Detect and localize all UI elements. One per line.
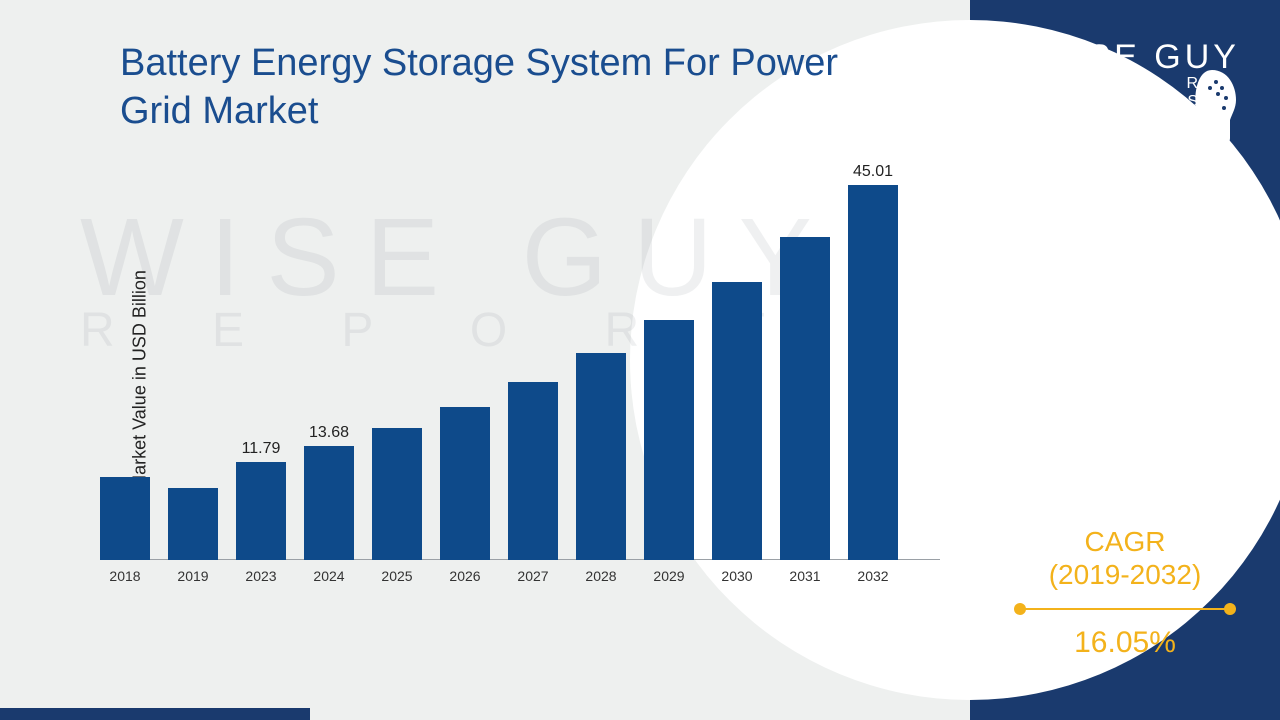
bar-wrap: 13.682024 <box>304 446 354 560</box>
chart-title: Battery Energy Storage System For Power … <box>120 40 840 135</box>
bar-wrap: 2026 <box>440 407 490 561</box>
x-tick-label: 2025 <box>381 568 412 584</box>
cagr-label-text: CAGR <box>1085 526 1166 557</box>
bar <box>440 407 490 561</box>
x-tick-label: 2026 <box>449 568 480 584</box>
bar <box>236 462 286 560</box>
bar-wrap: 2018 <box>100 477 150 560</box>
bar-value-label: 13.68 <box>309 424 349 442</box>
bar-value-label: 45.01 <box>853 163 893 181</box>
x-tick-label: 2032 <box>857 568 888 584</box>
infographic-canvas: WISE GUYR E P O R T S Battery Energy Sto… <box>0 0 1280 720</box>
bar <box>304 446 354 560</box>
bar-plot: 2018 2019 11.792023 13.682024 2025 2026 2027 20… <box>100 160 940 560</box>
x-tick-label: 2029 <box>653 568 684 584</box>
bar-wrap: 2031 <box>780 237 830 560</box>
cagr-value: 16.05% <box>1010 626 1240 660</box>
bar <box>780 237 830 560</box>
x-tick-label: 2018 <box>109 568 140 584</box>
x-tick-label: 2024 <box>313 568 344 584</box>
bar <box>712 282 762 560</box>
bar <box>168 488 218 560</box>
x-tick-label: 2030 <box>721 568 752 584</box>
head-icon <box>1182 68 1238 148</box>
bar <box>372 428 422 560</box>
bar-wrap: 2029 <box>644 320 694 560</box>
bar-wrap: 2019 <box>168 488 218 560</box>
bar <box>848 185 898 560</box>
bar <box>576 353 626 560</box>
x-tick-label: 2023 <box>245 568 276 584</box>
bar <box>508 382 558 560</box>
bar-wrap: 2025 <box>372 428 422 560</box>
bottom-accent-bar <box>0 708 310 720</box>
logo-sub-text: R E P O R T S <box>1000 75 1210 111</box>
bar-wrap: 45.012032 <box>848 185 898 560</box>
bar-value-label: 11.79 <box>242 440 281 458</box>
bar-wrap: 11.792023 <box>236 462 286 560</box>
bar-wrap: 2030 <box>712 282 762 560</box>
x-tick-label: 2031 <box>789 568 820 584</box>
bar <box>644 320 694 560</box>
bar-wrap: 2028 <box>576 353 626 560</box>
cagr-block: CAGR (2019-2032) 16.05% <box>1010 525 1240 660</box>
bar-wrap: 2027 <box>508 382 558 560</box>
chart-area: Market Value in USD Billion 2018201911.7… <box>60 160 940 600</box>
brand-logo: WISE GUY R E P O R T S <box>1000 38 1240 111</box>
cagr-divider <box>1020 608 1230 610</box>
bar <box>100 477 150 560</box>
cagr-label: CAGR (2019-2032) <box>1010 525 1240 592</box>
x-tick-label: 2028 <box>585 568 616 584</box>
cagr-period-text: (2019-2032) <box>1049 559 1202 590</box>
x-tick-label: 2019 <box>177 568 208 584</box>
x-tick-label: 2027 <box>517 568 548 584</box>
